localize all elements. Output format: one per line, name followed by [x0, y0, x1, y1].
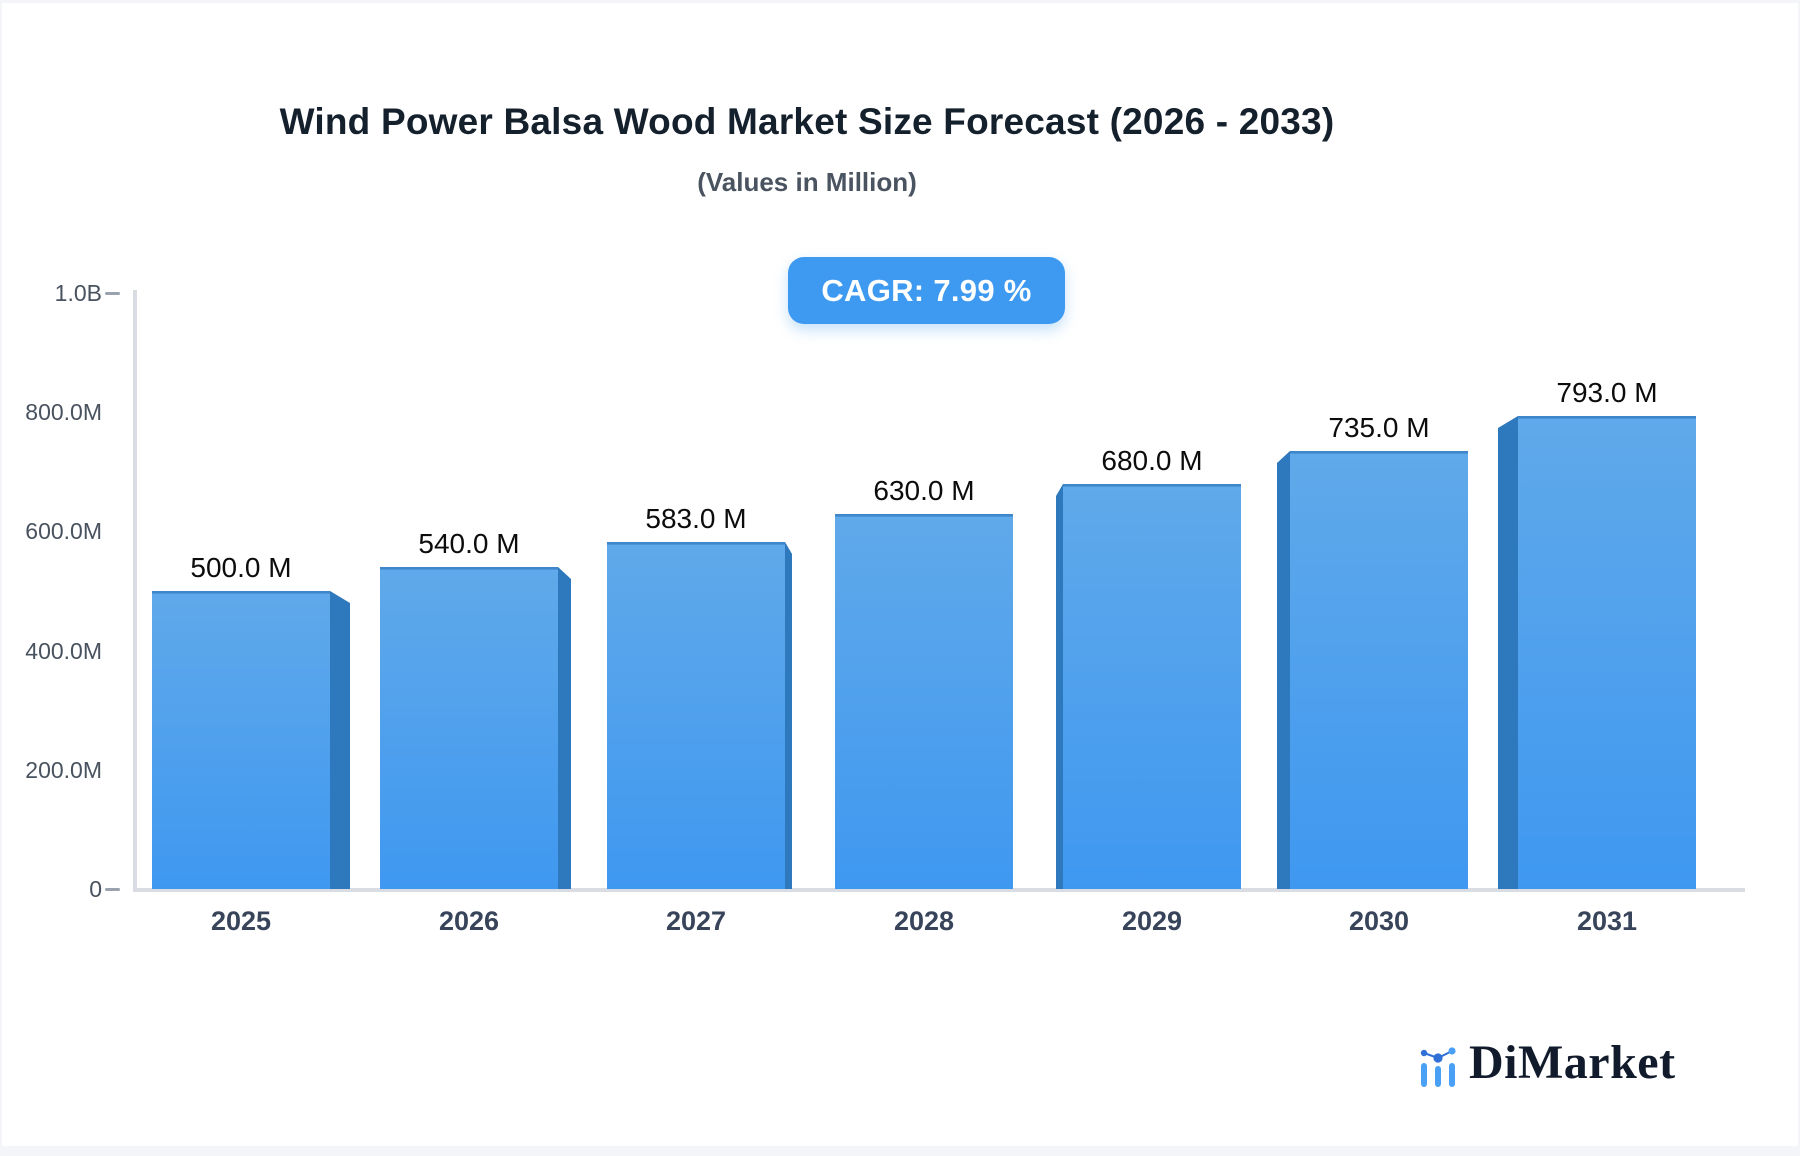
bar-2026[interactable] — [380, 566, 571, 889]
cagr-badge: CAGR: 7.99 % — [788, 257, 1065, 324]
x-axis-tick-label: 2031 — [1576, 906, 1638, 936]
bar-value-label: 735.0 M — [1328, 412, 1430, 443]
y-axis-line — [133, 290, 137, 892]
y-axis-tick-label: 1.0B — [54, 280, 102, 306]
y-axis-tick-label: 800.0M — [25, 399, 102, 425]
y-axis-tick-label: 0 — [89, 876, 102, 902]
y-axis-tick-mark — [105, 888, 120, 891]
bar-2029[interactable] — [1056, 483, 1241, 889]
bar-value-label: 680.0 M — [1101, 445, 1203, 476]
chart-card: Wind Power Balsa Wood Market Size Foreca… — [2, 3, 1798, 1146]
dimarket-logo-text: DiMarket — [1469, 1036, 1676, 1089]
y-axis-tick-label: 200.0M — [25, 757, 102, 783]
bars-canvas — [152, 415, 1696, 889]
bar-2028[interactable] — [835, 513, 1013, 889]
x-axis-tick-label: 2029 — [1121, 906, 1183, 936]
bar-value-label: 630.0 M — [873, 475, 975, 506]
chart-title: Wind Power Balsa Wood Market Size Foreca… — [279, 101, 1335, 142]
bar-2031[interactable] — [1498, 415, 1696, 889]
bar-2030[interactable] — [1277, 450, 1468, 889]
bar-value-label: 793.0 M — [1556, 377, 1658, 408]
y-axis-tick-mark — [105, 292, 120, 295]
bar-value-label: 500.0 M — [190, 552, 292, 583]
dimarket-logo: DiMarket — [1404, 1035, 1676, 1091]
dimarket-logo-icon — [1420, 1047, 1456, 1087]
bar-2027[interactable] — [607, 541, 792, 889]
x-axis-tick-label: 2028 — [893, 906, 955, 936]
x-axis-tick-label: 2025 — [210, 906, 272, 936]
bar-2025[interactable] — [152, 590, 350, 889]
x-axis-tick-label: 2027 — [665, 906, 727, 936]
bar-value-label: 540.0 M — [418, 528, 520, 559]
bar-value-label: 583.0 M — [645, 503, 747, 534]
x-axis-line — [133, 888, 1745, 892]
chart-subtitle: (Values in Million) — [697, 167, 917, 197]
x-axis-tick-label: 2026 — [438, 906, 500, 936]
y-axis-tick-label: 400.0M — [25, 638, 102, 664]
y-axis-tick-label: 600.0M — [25, 518, 102, 544]
x-axis-tick-label: 2030 — [1348, 906, 1410, 936]
